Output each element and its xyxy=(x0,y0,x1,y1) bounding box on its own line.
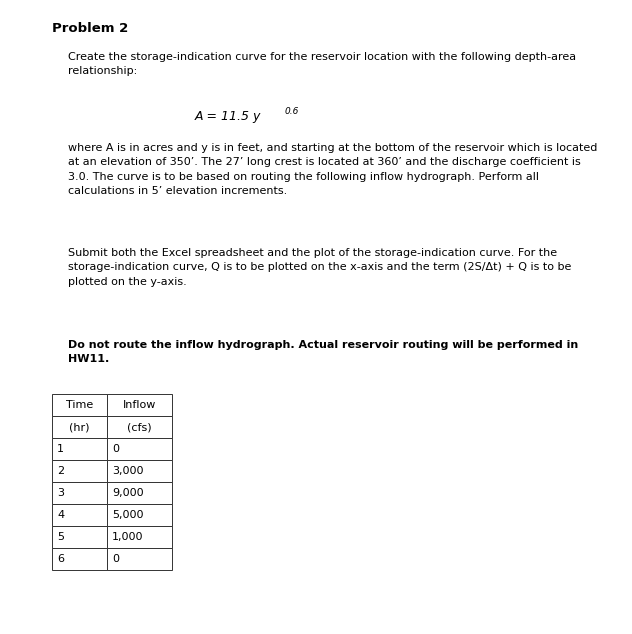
Text: 5: 5 xyxy=(57,532,64,542)
Text: 9,000: 9,000 xyxy=(112,488,143,498)
Text: Inflow: Inflow xyxy=(123,400,156,410)
Text: 0: 0 xyxy=(112,554,119,564)
Bar xyxy=(107,438,172,460)
Bar xyxy=(52,460,107,482)
Bar xyxy=(52,504,107,526)
Bar xyxy=(107,504,172,526)
Text: 0: 0 xyxy=(112,444,119,454)
Bar xyxy=(107,416,172,438)
Text: A = 11.5 y: A = 11.5 y xyxy=(195,110,262,123)
Text: 4: 4 xyxy=(57,510,64,520)
Text: Problem 2: Problem 2 xyxy=(52,22,128,35)
Bar xyxy=(52,438,107,460)
Text: 0.6: 0.6 xyxy=(285,107,300,116)
Bar xyxy=(52,548,107,570)
Bar xyxy=(107,394,172,416)
Bar xyxy=(52,394,107,416)
Text: 2: 2 xyxy=(57,466,64,476)
Text: 1,000: 1,000 xyxy=(112,532,143,542)
Text: where A is in acres and y is in feet, and starting at the bottom of the reservoi: where A is in acres and y is in feet, an… xyxy=(68,143,597,196)
Bar xyxy=(107,526,172,548)
Bar xyxy=(52,526,107,548)
Bar xyxy=(52,482,107,504)
Bar xyxy=(107,460,172,482)
Text: (hr): (hr) xyxy=(70,422,90,432)
Bar xyxy=(107,548,172,570)
Text: Do not route the inflow hydrograph. Actual reservoir routing will be performed i: Do not route the inflow hydrograph. Actu… xyxy=(68,340,578,365)
Text: (cfs): (cfs) xyxy=(127,422,152,432)
Text: 3,000: 3,000 xyxy=(112,466,143,476)
Text: 1: 1 xyxy=(57,444,64,454)
Text: 3: 3 xyxy=(57,488,64,498)
Text: Submit both the Excel spreadsheet and the plot of the storage-indication curve. : Submit both the Excel spreadsheet and th… xyxy=(68,248,571,287)
Bar xyxy=(107,482,172,504)
Text: 5,000: 5,000 xyxy=(112,510,143,520)
Text: Time: Time xyxy=(66,400,93,410)
Bar xyxy=(52,416,107,438)
Text: Create the storage-indication curve for the reservoir location with the followin: Create the storage-indication curve for … xyxy=(68,52,576,77)
Text: 6: 6 xyxy=(57,554,64,564)
